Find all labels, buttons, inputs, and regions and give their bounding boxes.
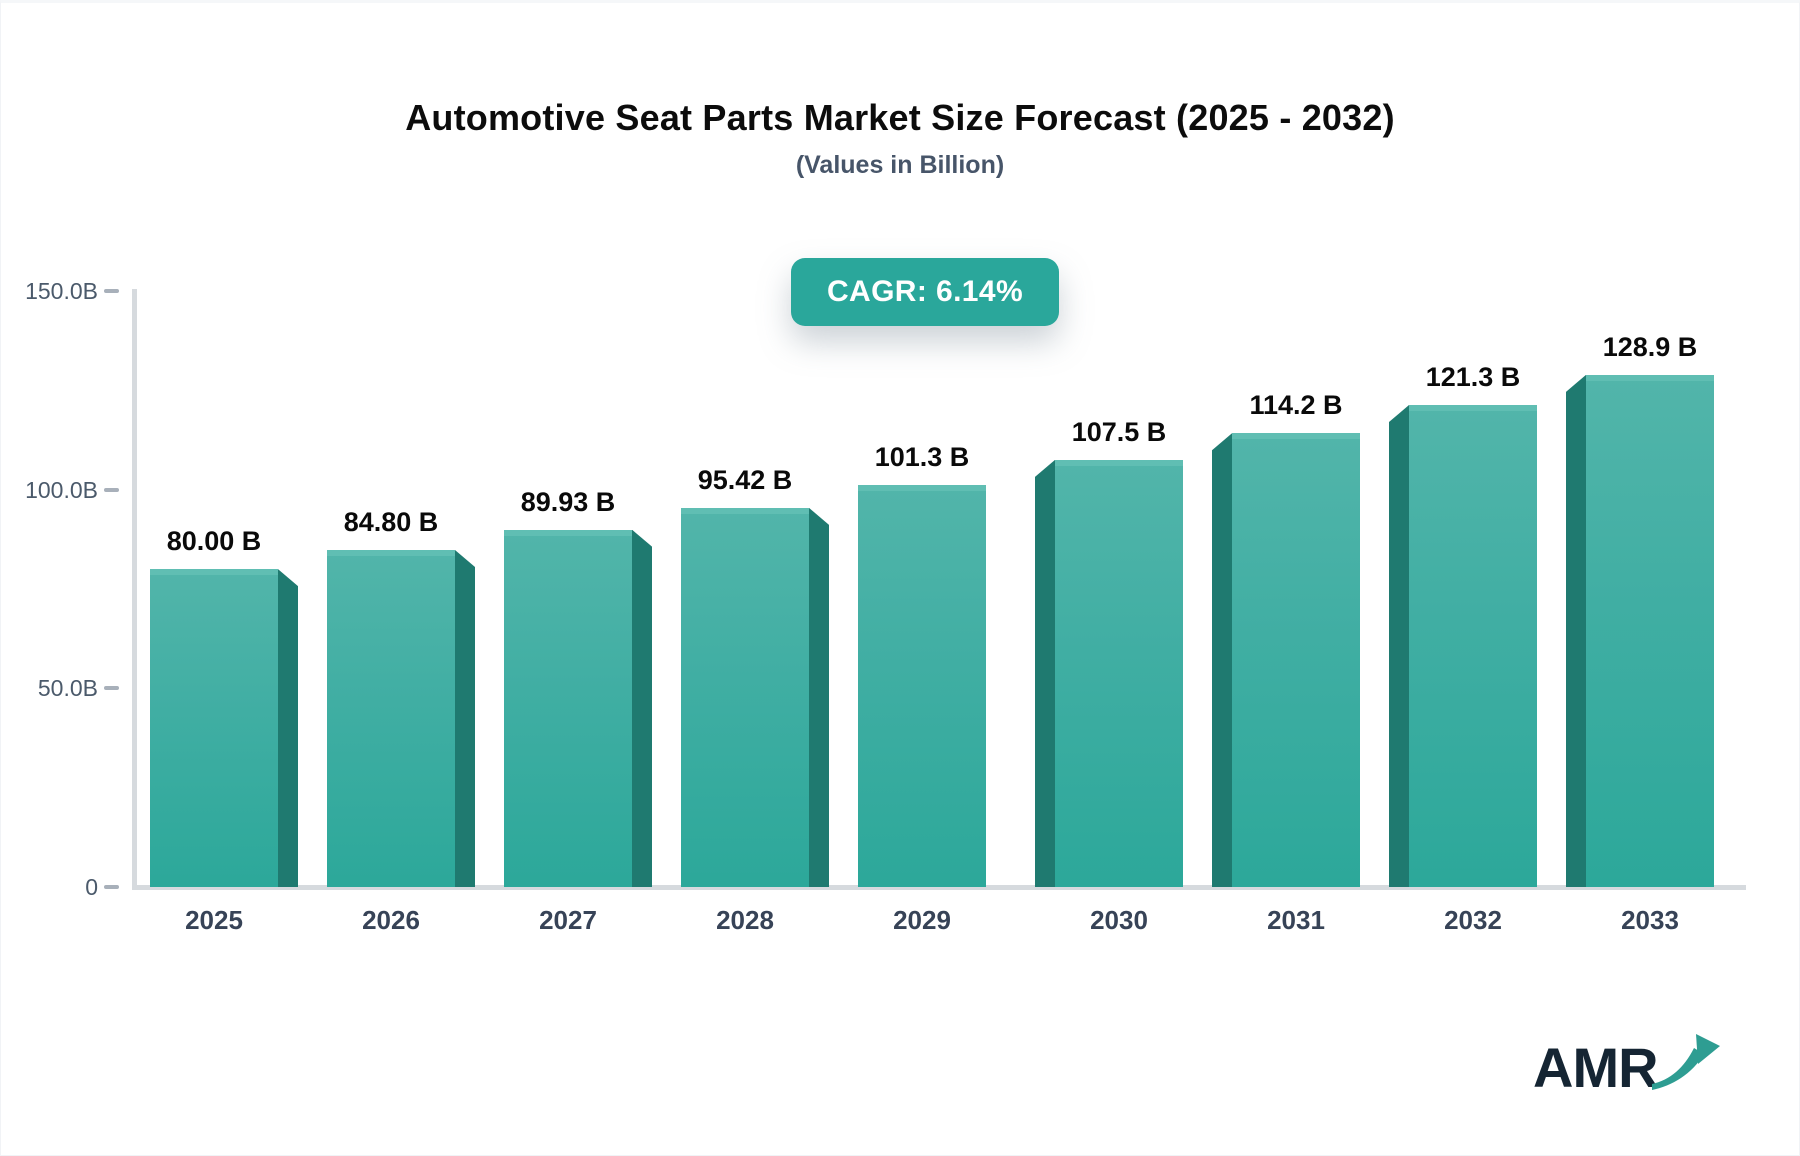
bar-3d-side bbox=[809, 507, 829, 887]
x-tick-label-2026: 2026 bbox=[362, 905, 420, 935]
y-tick-label: 0 bbox=[85, 874, 98, 900]
y-tick-label: 100.0B bbox=[25, 476, 98, 503]
bar-2029 bbox=[858, 484, 986, 887]
bar-3d-side bbox=[1212, 433, 1232, 887]
x-tick-label-2025: 2025 bbox=[185, 905, 243, 935]
y-tick-mark bbox=[104, 289, 119, 293]
amr-logo-text: AMR bbox=[1533, 1036, 1659, 1099]
bar-2025 bbox=[150, 569, 278, 887]
y-tick-label: 150.0B bbox=[25, 278, 98, 304]
x-tick-label-2032: 2032 bbox=[1444, 905, 1502, 935]
y-tick-label: 50.0B bbox=[37, 675, 98, 702]
bar-3d-side bbox=[1035, 459, 1055, 887]
x-axis-line bbox=[132, 885, 1746, 890]
bar-3d-side bbox=[632, 529, 652, 887]
bar-3d-side bbox=[278, 569, 298, 887]
bar-3d-side bbox=[1566, 374, 1586, 887]
bar-value-label: 89.93 B bbox=[520, 486, 616, 517]
growth-arrow-icon bbox=[1650, 1032, 1722, 1099]
bar-2028 bbox=[681, 507, 809, 887]
bar-2033 bbox=[1586, 374, 1714, 887]
chart-subtitle: (Values in Billion) bbox=[795, 151, 1005, 179]
bar-2027 bbox=[504, 529, 632, 887]
x-tick-label-2027: 2027 bbox=[539, 905, 597, 935]
cagr-badge-label: CAGR: 6.14% bbox=[826, 275, 1024, 308]
bar-3d-side bbox=[455, 550, 475, 887]
bar-value-label: 80.00 B bbox=[166, 526, 262, 557]
bar-value-label: 101.3 B bbox=[874, 441, 970, 472]
bar-value-label: 107.5 B bbox=[1071, 416, 1167, 447]
x-tick-label-2031: 2031 bbox=[1267, 905, 1325, 935]
bar-2030 bbox=[1055, 459, 1183, 887]
bar-value-label: 121.3 B bbox=[1425, 362, 1521, 393]
y-tick-mark bbox=[104, 487, 119, 492]
bar-value-label: 95.42 B bbox=[697, 464, 793, 495]
y-tick-mark bbox=[104, 686, 119, 691]
x-tick-label-2029: 2029 bbox=[893, 905, 951, 935]
bar-value-label: 114.2 B bbox=[1249, 390, 1343, 421]
amr-logo: AMR bbox=[1533, 1033, 1722, 1103]
bar-value-label: 84.80 B bbox=[343, 507, 439, 538]
x-tick-label-2033: 2033 bbox=[1621, 905, 1679, 935]
y-axis-line bbox=[132, 289, 137, 890]
bar-2032 bbox=[1409, 405, 1537, 887]
bar-2026 bbox=[327, 550, 455, 887]
x-tick-label-2030: 2030 bbox=[1090, 905, 1148, 935]
chart-title: Automotive Seat Parts Market Size Foreca… bbox=[405, 97, 1395, 138]
x-tick-label-2028: 2028 bbox=[716, 905, 774, 935]
bar-2031 bbox=[1232, 433, 1360, 887]
cagr-badge: CAGR: 6.14% bbox=[791, 258, 1059, 326]
y-tick-mark bbox=[104, 885, 119, 889]
bar-value-label: 128.9 B bbox=[1602, 331, 1698, 362]
bar-3d-side bbox=[1389, 405, 1409, 887]
